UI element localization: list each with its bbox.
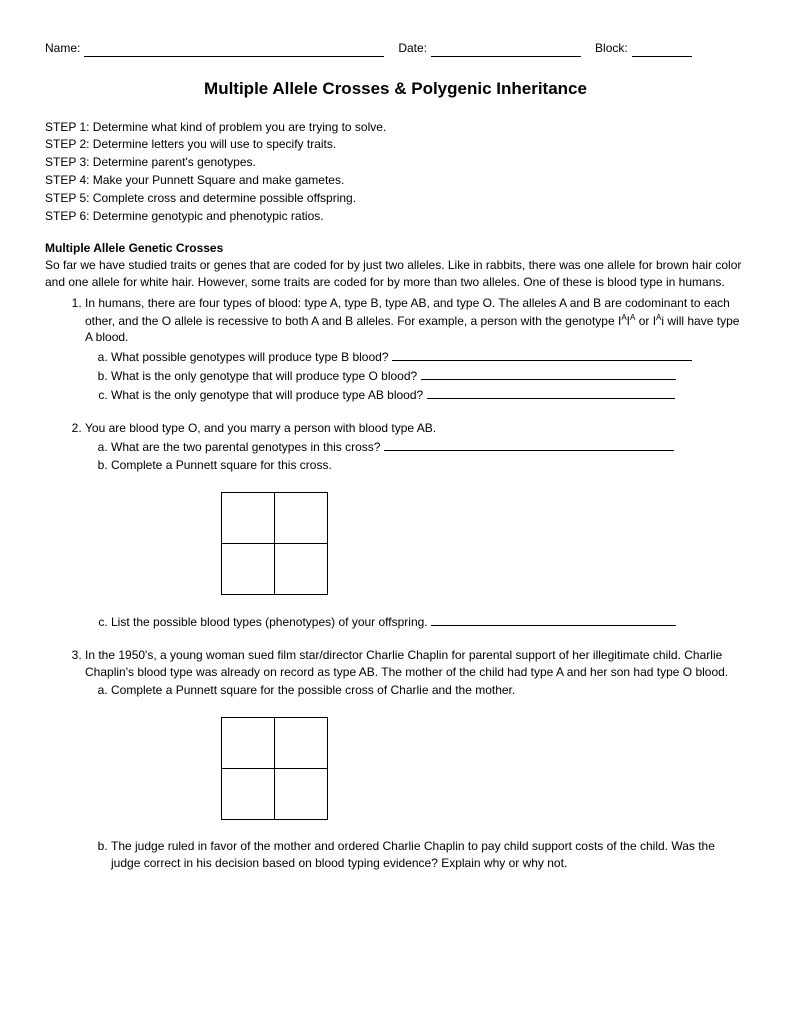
date-blank[interactable]	[431, 42, 581, 57]
steps-list: STEP 1: Determine what kind of problem y…	[45, 119, 746, 225]
name-label: Name:	[45, 40, 80, 57]
q1a-blank[interactable]	[392, 348, 692, 361]
question-list: In humans, there are four types of blood…	[45, 295, 746, 872]
q2c: List the possible blood types (phenotype…	[111, 613, 746, 631]
step-5: STEP 5: Complete cross and determine pos…	[45, 190, 746, 207]
q2a: What are the two parental genotypes in t…	[111, 438, 746, 456]
block-blank[interactable]	[632, 42, 692, 57]
step-6: STEP 6: Determine genotypic and phenotyp…	[45, 208, 746, 225]
block-label: Block:	[595, 40, 628, 57]
q1c: What is the only genotype that will prod…	[111, 386, 746, 404]
q3a: Complete a Punnett square for the possib…	[111, 682, 746, 820]
step-1: STEP 1: Determine what kind of problem y…	[45, 119, 746, 136]
q2-body: You are blood type O, and you marry a pe…	[85, 421, 436, 435]
header-fields: Name: Date: Block:	[45, 40, 746, 57]
q1b: What is the only genotype that will prod…	[111, 367, 746, 385]
intro-text: So far we have studied traits or genes t…	[45, 257, 746, 291]
punnett-square-q2[interactable]	[221, 492, 328, 595]
name-blank[interactable]	[84, 42, 384, 57]
q2b: Complete a Punnett square for this cross…	[111, 457, 746, 595]
punnett-square-q3[interactable]	[221, 717, 328, 820]
step-3: STEP 3: Determine parent's genotypes.	[45, 154, 746, 171]
question-3: In the 1950's, a young woman sued film s…	[85, 647, 746, 872]
q1b-blank[interactable]	[421, 367, 676, 380]
question-1: In humans, there are four types of blood…	[85, 295, 746, 404]
q1c-blank[interactable]	[427, 386, 675, 399]
step-2: STEP 2: Determine letters you will use t…	[45, 136, 746, 153]
step-4: STEP 4: Make your Punnett Square and mak…	[45, 172, 746, 189]
q3-body: In the 1950's, a young woman sued film s…	[85, 648, 728, 679]
question-2: You are blood type O, and you marry a pe…	[85, 420, 746, 631]
q1a: What possible genotypes will produce typ…	[111, 348, 746, 366]
date-label: Date:	[398, 40, 427, 57]
page-title: Multiple Allele Crosses & Polygenic Inhe…	[45, 77, 746, 101]
section-heading: Multiple Allele Genetic Crosses	[45, 240, 746, 257]
q3b: The judge ruled in favor of the mother a…	[111, 838, 746, 872]
q2c-blank[interactable]	[431, 613, 676, 626]
q2a-blank[interactable]	[384, 438, 674, 451]
q1-body: In humans, there are four types of blood…	[85, 296, 739, 345]
